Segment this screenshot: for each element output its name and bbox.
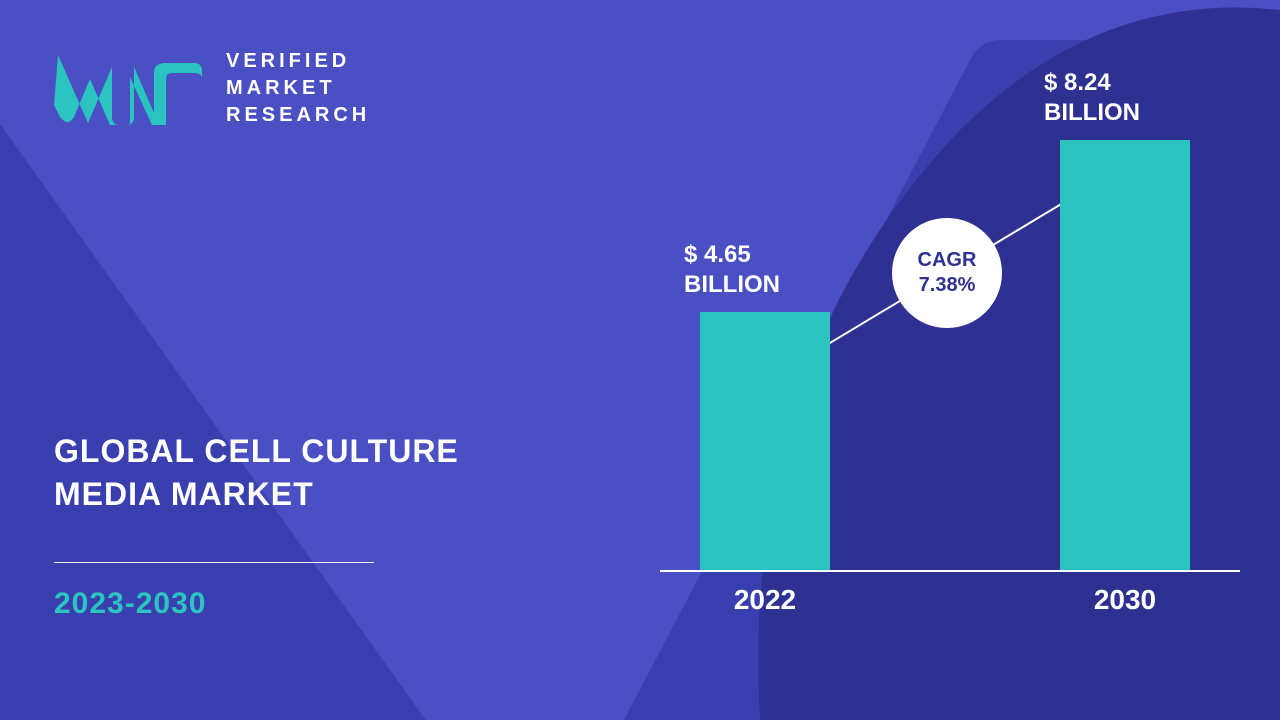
title-line2: MEDIA MARKET [54, 473, 459, 516]
cagr-value: 7.38% [919, 273, 976, 298]
title-line1: GLOBAL CELL CULTURE [54, 430, 459, 473]
bar-2030-value-amount: $ 8.24 [1044, 68, 1140, 98]
forecast-period: 2023-2030 [54, 587, 459, 621]
logo-text-line3: RESEARCH [226, 102, 370, 129]
vmr-logo-mark [54, 49, 204, 129]
bar-2030-year: 2030 [1060, 584, 1190, 616]
logo-text: VERIFIED MARKET RESEARCH [226, 48, 370, 129]
infographic-canvas: VERIFIED MARKET RESEARCH GLOBAL CELL CUL… [0, 0, 1280, 720]
bar-2030-value-unit: BILLION [1044, 98, 1140, 128]
title-divider [54, 562, 374, 563]
bar-2022-value-amount: $ 4.65 [684, 240, 780, 270]
cagr-label: CAGR [918, 248, 977, 273]
title-block: GLOBAL CELL CULTURE MEDIA MARKET 2023-20… [54, 430, 459, 621]
bar-2022-value: $ 4.65 BILLION [684, 240, 780, 300]
bar-2022 [700, 312, 830, 570]
bar-chart: $ 4.65 BILLION 2022 $ 8.24 BILLION 2030 … [660, 60, 1240, 620]
logo-text-line2: MARKET [226, 75, 370, 102]
bar-2030-value: $ 8.24 BILLION [1044, 68, 1140, 128]
chart-x-axis [660, 570, 1240, 572]
infographic-title: GLOBAL CELL CULTURE MEDIA MARKET [54, 430, 459, 516]
bar-2022-value-unit: BILLION [684, 270, 780, 300]
bar-2022-year: 2022 [700, 584, 830, 616]
cagr-badge: CAGR 7.38% [892, 218, 1002, 328]
logo: VERIFIED MARKET RESEARCH [54, 48, 370, 129]
logo-text-line1: VERIFIED [226, 48, 370, 75]
bar-2030 [1060, 140, 1190, 570]
